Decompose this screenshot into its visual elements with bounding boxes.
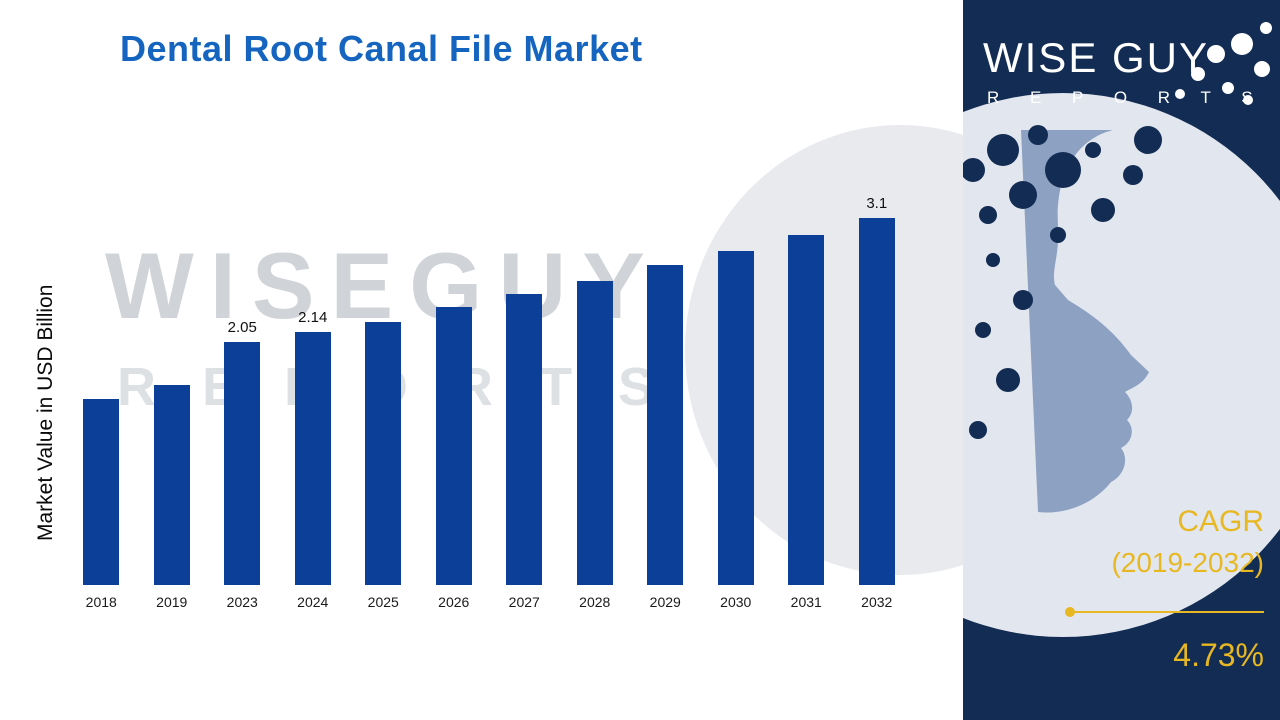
bar-group: 2019 xyxy=(137,362,208,610)
bar-group: 2028 xyxy=(560,258,631,610)
bar xyxy=(365,322,402,585)
bar xyxy=(858,218,895,585)
bar-group: 2026 xyxy=(419,284,490,610)
bar xyxy=(717,251,754,585)
bar-group: 2030 xyxy=(701,228,772,610)
cagr-value: 4.73% xyxy=(1173,637,1264,673)
x-tick-label: 2023 xyxy=(226,594,258,610)
cagr-block: CAGR (2019-2032) 4.73% xyxy=(1004,505,1264,674)
bar xyxy=(224,342,261,585)
chart-pane: WISEGUY REPORTS Dental Root Canal File M… xyxy=(34,28,1115,610)
cagr-divider-dot xyxy=(1065,607,1075,617)
x-tick-label: 2026 xyxy=(438,594,470,610)
cagr-divider xyxy=(1065,607,1264,617)
bar-group: 2.05 2023 xyxy=(207,319,278,610)
x-tick-label: 2025 xyxy=(367,594,399,610)
sidebar-panel: WISE GUY R E P O R T S CAGR (2019-2032) … xyxy=(963,0,1280,720)
bar-group: 3.1 2032 xyxy=(842,195,913,610)
cagr-label: CAGR xyxy=(1177,505,1264,538)
chart-title: Dental Root Canal File Market xyxy=(120,28,643,69)
brand-logo: WISE GUY R E P O R T S xyxy=(983,34,1266,108)
bar-chart: 2018 2019 2.05 2023 2.14 2024 2025 2026 2027 2028… xyxy=(66,140,912,610)
bar xyxy=(435,307,472,585)
bar-group: 2.14 2024 xyxy=(278,309,349,610)
x-tick-label: 2031 xyxy=(790,594,822,610)
x-tick-label: 2029 xyxy=(649,594,681,610)
bar-value-label: 3.1 xyxy=(866,195,888,212)
watermark: WISEGUY REPORTS xyxy=(105,232,700,418)
watermark-line1: WISEGUY xyxy=(105,233,661,338)
bar xyxy=(576,281,613,585)
bar-group: 2027 xyxy=(489,271,560,610)
y-axis-label: Market Value in USD Billion xyxy=(34,284,57,541)
brand-logo-subtitle: R E P O R T S xyxy=(987,88,1266,107)
bar-group: 2018 xyxy=(66,376,137,610)
bar-group: 2029 xyxy=(630,242,701,610)
bar xyxy=(294,332,331,585)
bar-value-label: 2.05 xyxy=(227,319,257,336)
bar xyxy=(647,265,684,585)
bar-value-label: 2.14 xyxy=(298,309,328,326)
bar xyxy=(506,294,543,585)
bar xyxy=(788,235,825,585)
x-tick-label: 2028 xyxy=(579,594,611,610)
bar-group: 2025 xyxy=(348,299,419,610)
x-tick-label: 2027 xyxy=(508,594,540,610)
x-tick-label: 2024 xyxy=(297,594,329,610)
x-tick-label: 2032 xyxy=(861,594,893,610)
brand-logo-dots-icon xyxy=(1175,22,1272,105)
bar xyxy=(153,385,190,585)
brand-logo-name: WISE GUY xyxy=(983,34,1210,81)
bar-group: 2031 xyxy=(771,212,842,610)
face-silhouette-graphic xyxy=(963,93,1280,637)
x-tick-label: 2018 xyxy=(85,594,117,610)
bar xyxy=(83,399,120,585)
x-tick-label: 2030 xyxy=(720,594,752,610)
x-tick-label: 2019 xyxy=(156,594,188,610)
cagr-range: (2019-2032) xyxy=(1111,547,1264,578)
